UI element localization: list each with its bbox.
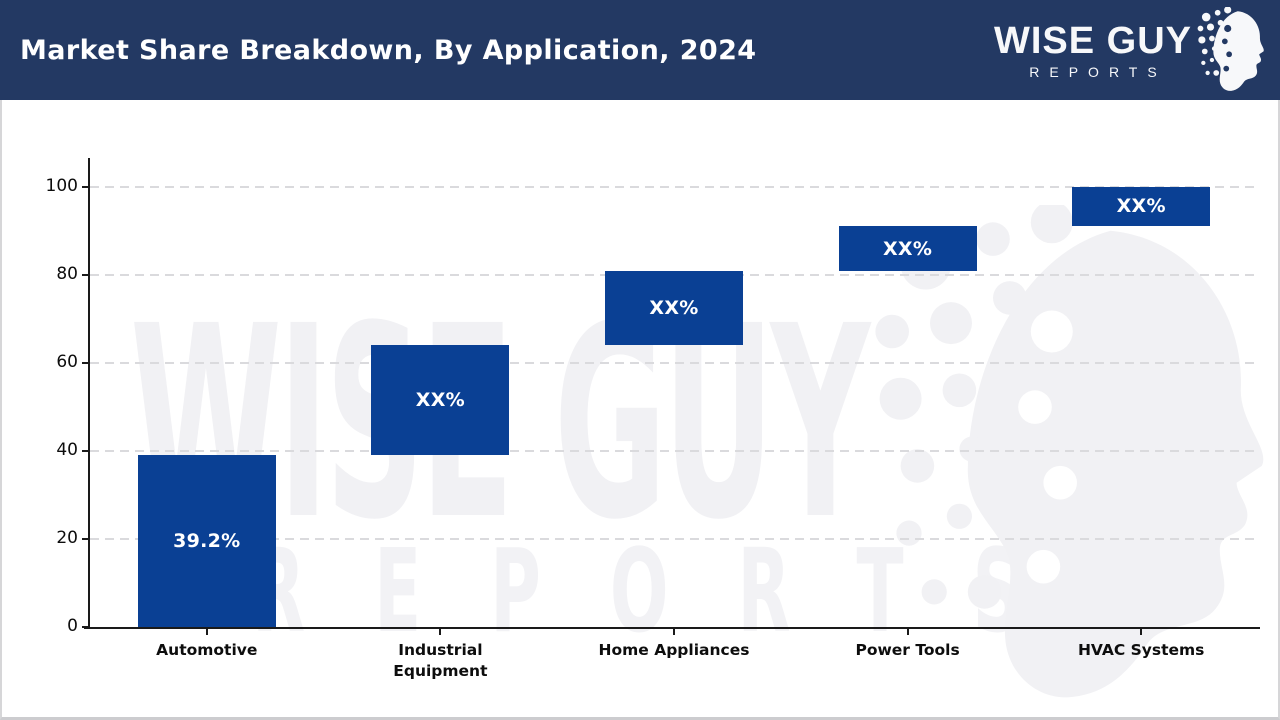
x-tick-mark: [673, 629, 675, 635]
y-axis-line: [88, 158, 90, 629]
y-tick-mark: [82, 538, 89, 540]
x-tick-label: Power Tools: [855, 641, 960, 659]
bar-value-label: XX%: [415, 388, 466, 411]
logo-wordmark-main: WISE GUY: [993, 19, 1192, 62]
y-tick-label: 0: [67, 616, 78, 636]
x-tick-mark: [205, 629, 208, 635]
y-tick-mark: [82, 362, 89, 364]
gridline-60: [90, 362, 1258, 364]
y-tick-label: 60: [56, 352, 78, 372]
chart-canvas: WISE GUY REPORTS 0 20 40 60 80 100 39.2% Automo…: [0, 100, 1280, 720]
x-tick-label: Industrial Equipment: [393, 641, 488, 680]
x-tick-label: Home Appliances: [598, 641, 750, 659]
bar-home-appliances: XX%: [605, 271, 743, 346]
gridline-100: [90, 186, 1258, 188]
y-tick-mark: [82, 274, 89, 276]
y-tick-label: 80: [56, 264, 78, 284]
bar-value-label: XX%: [649, 297, 699, 320]
y-tick-mark: [82, 626, 89, 628]
bar-hvac-systems: XX%: [1072, 187, 1211, 226]
page-title: Market Share Breakdown, By Application, …: [20, 34, 757, 66]
x-tick-mark: [906, 629, 909, 635]
y-tick-label: 20: [56, 528, 78, 548]
bar-value-label: XX%: [882, 237, 933, 260]
x-tick-label: Automotive: [156, 641, 258, 659]
x-tick-mark: [1140, 629, 1143, 635]
y-tick-label: 100: [45, 176, 78, 196]
bar-value-label: 39.2%: [173, 529, 241, 552]
y-tick-label: 40: [56, 440, 78, 460]
x-tick-mark: [439, 629, 442, 635]
x-axis-line: [84, 627, 1260, 629]
logo-head-icon: [1197, 7, 1264, 91]
y-tick-mark: [82, 186, 89, 188]
bar-power-tools: XX%: [838, 225, 977, 272]
gridline-40: [90, 450, 1258, 452]
bar-automotive: 39.2%: [137, 454, 276, 627]
logo-wordmark-sub: REPORTS: [1029, 63, 1167, 80]
x-tick-label: HVAC Systems: [1077, 641, 1205, 659]
header-bar: Market Share Breakdown, By Application, …: [0, 0, 1280, 100]
bar-value-label: XX%: [1116, 195, 1166, 218]
wise-guy-logo: WISE GUY REPORTS: [994, 0, 1268, 100]
logo-wordmark: WISE GUY REPORTS: [994, 22, 1192, 79]
y-tick-mark: [82, 450, 89, 452]
bar-industrial-equipment: XX%: [371, 345, 510, 455]
waterfall-chart: 0 20 40 60 80 100 39.2% Automotive XX% Industrial…: [2, 100, 1280, 720]
gridline-20: [90, 538, 1258, 540]
